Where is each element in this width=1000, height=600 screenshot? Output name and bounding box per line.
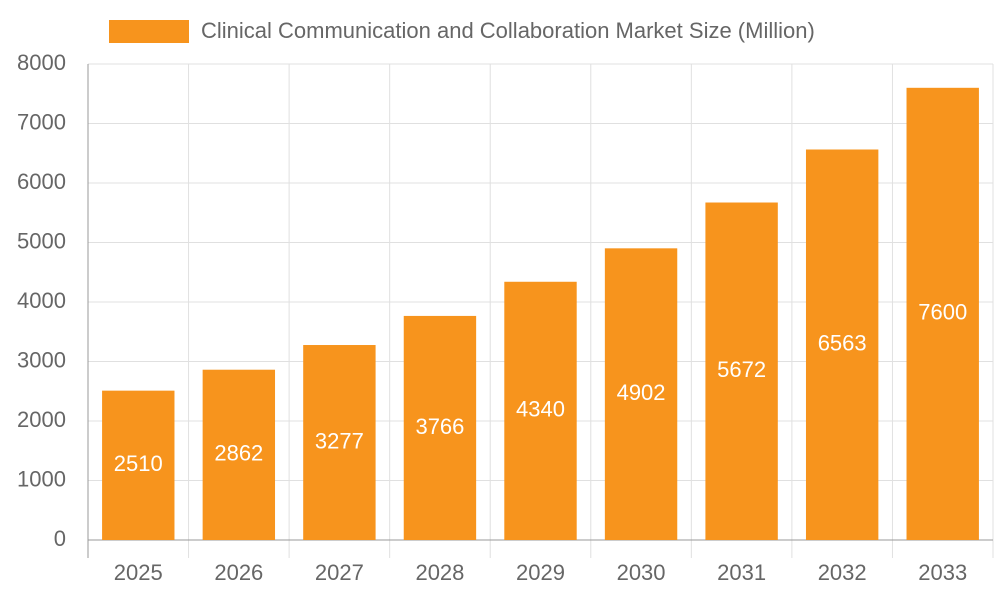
x-tick-label: 2028 bbox=[415, 560, 464, 585]
x-tick-label: 2030 bbox=[617, 560, 666, 585]
legend-label: Clinical Communication and Collaboration… bbox=[201, 18, 815, 43]
data-label: 3277 bbox=[315, 428, 364, 453]
x-tick-label: 2032 bbox=[818, 560, 867, 585]
bar bbox=[906, 87, 979, 541]
y-tick-label: 0 bbox=[54, 526, 66, 551]
x-tick-label: 2026 bbox=[214, 560, 263, 585]
data-label: 5672 bbox=[717, 357, 766, 382]
y-tick-label: 3000 bbox=[17, 347, 66, 372]
legend-swatch bbox=[109, 20, 189, 43]
bar bbox=[504, 281, 577, 540]
x-tick-label: 2025 bbox=[114, 560, 163, 585]
data-label: 7600 bbox=[918, 300, 967, 325]
y-tick-label: 8000 bbox=[17, 50, 66, 75]
bar bbox=[403, 315, 477, 540]
bar bbox=[604, 248, 678, 540]
data-label: 6563 bbox=[818, 331, 867, 356]
bar bbox=[805, 149, 879, 540]
y-tick-label: 4000 bbox=[17, 288, 66, 313]
x-tick-label: 2033 bbox=[918, 560, 967, 585]
data-label: 3766 bbox=[415, 414, 464, 439]
data-label: 4340 bbox=[516, 397, 565, 422]
y-tick-label: 1000 bbox=[17, 466, 66, 491]
bar bbox=[102, 390, 175, 540]
y-tick-label: 5000 bbox=[17, 228, 66, 253]
x-tick-label: 2027 bbox=[315, 560, 364, 585]
y-tick-label: 2000 bbox=[17, 407, 66, 432]
x-tick-label: 2031 bbox=[717, 560, 766, 585]
data-label: 2510 bbox=[114, 451, 163, 476]
bar bbox=[303, 345, 376, 540]
y-tick-label: 7000 bbox=[17, 109, 66, 134]
data-label: 4902 bbox=[617, 380, 666, 405]
x-tick-label: 2029 bbox=[516, 560, 565, 585]
data-label: 2862 bbox=[214, 441, 263, 466]
y-tick-label: 6000 bbox=[17, 169, 66, 194]
bar bbox=[202, 369, 276, 540]
bar bbox=[705, 202, 778, 541]
